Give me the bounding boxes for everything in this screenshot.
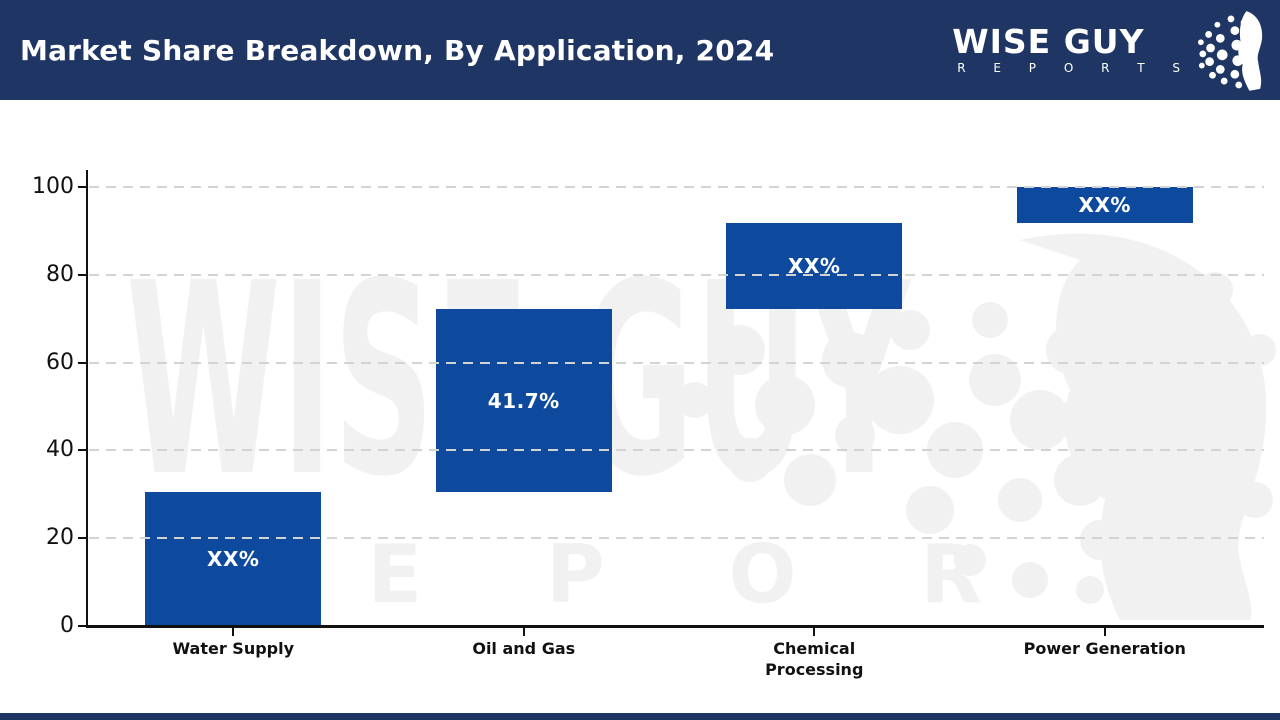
- y-tick-mark: [78, 537, 87, 540]
- x-tick-mark: [813, 628, 816, 636]
- logo-wordmark-block: WISE GUY R E P O R T S: [952, 25, 1192, 75]
- y-axis-tick-label: 40: [46, 437, 74, 463]
- x-axis-category-label: Oil and Gas: [472, 639, 576, 658]
- bar-power-generation: XX%: [1016, 187, 1193, 223]
- x-axis-line: [86, 625, 1264, 628]
- y-axis-line: [86, 170, 88, 627]
- y-axis-tick-label: 80: [46, 261, 74, 287]
- x-tick-mark: [232, 628, 235, 636]
- y-tick-mark: [78, 186, 87, 188]
- x-tick-mark: [1103, 628, 1106, 636]
- y-tick-mark: [78, 273, 87, 276]
- bar-oil-and-gas: 41.7%: [435, 309, 612, 493]
- y-tick-mark: [78, 625, 87, 627]
- header-banner: Market Share Breakdown, By Application, …: [0, 0, 1280, 100]
- y-axis-tick-label: 60: [46, 349, 74, 375]
- y-axis-tick-label: 100: [32, 174, 74, 199]
- watermark-head-icon: [677, 233, 1276, 620]
- bar-value-label: XX%: [207, 547, 260, 572]
- y-tick-mark: [78, 361, 87, 364]
- y-tick-mark: [78, 449, 87, 452]
- dotted-head-profile-icon: [1197, 11, 1263, 91]
- y-axis-tick-label: 0: [60, 613, 74, 638]
- logo-wordmark: WISE GUY: [952, 22, 1145, 62]
- bar-value-label: 41.7%: [487, 388, 560, 413]
- y-axis-tick-label: 20: [46, 525, 74, 551]
- logo-subtext: R E P O R T S: [957, 60, 1192, 75]
- x-axis-category-label: Power Generation: [1023, 639, 1186, 658]
- wise-guy-reports-logo: WISE GUY R E P O R T S: [952, 9, 1264, 91]
- gridline-100: [89, 186, 1264, 188]
- bar-water-supply: XX%: [145, 492, 322, 626]
- gridline-80: [89, 273, 1264, 276]
- chart-title: Market Share Breakdown, By Application, …: [20, 33, 775, 67]
- gridline-60: [89, 361, 1264, 364]
- x-tick-mark: [522, 628, 525, 636]
- bar-chemical-processing: XX%: [726, 222, 903, 310]
- gridline-20: [89, 537, 1264, 540]
- bar-value-label: XX%: [1078, 192, 1131, 217]
- x-axis-category-label: Water Supply: [172, 639, 295, 658]
- footer-bar: [0, 713, 1280, 720]
- x-axis-category-label: Chemical Processing: [765, 639, 864, 679]
- gridline-40: [89, 449, 1264, 452]
